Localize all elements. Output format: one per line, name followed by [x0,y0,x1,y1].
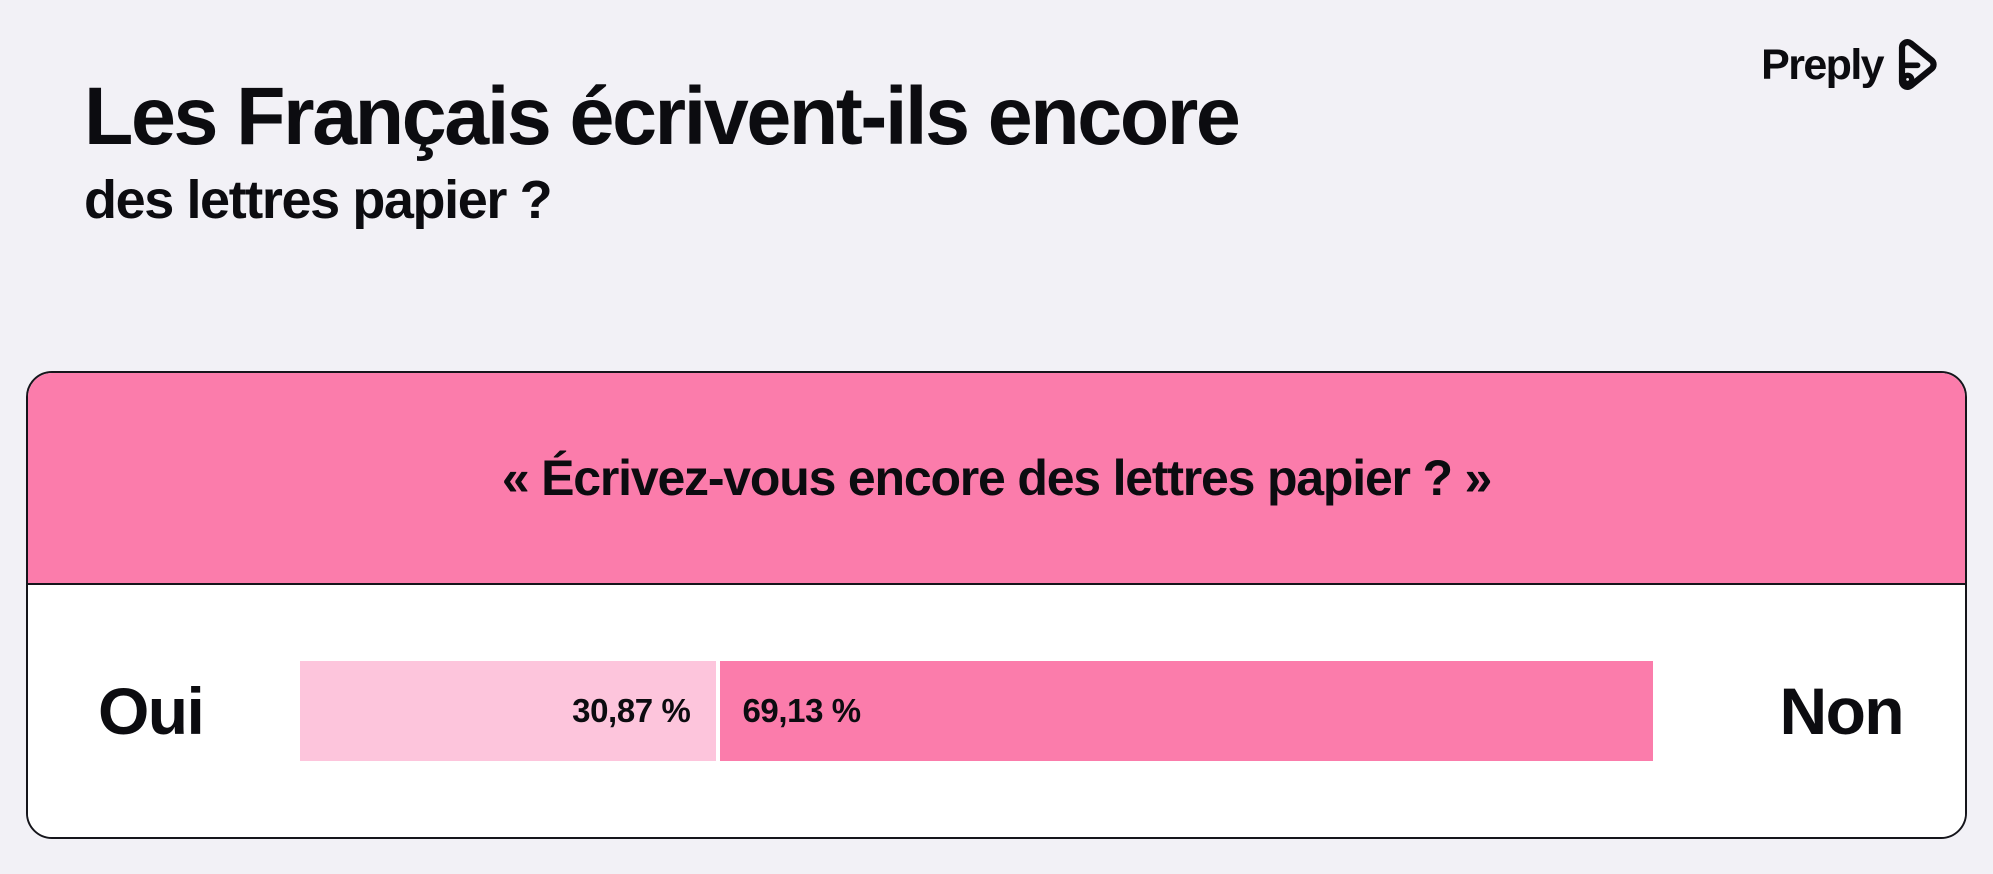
poll-bar-value-no: 69,13 % [742,692,861,729]
poll-bar-chart: 30,87 % 69,13 % [300,661,1653,761]
page-title-line-1: Les Français écrivent-ils encore [84,71,1241,162]
preply-wordmark: Preply [1761,40,1884,89]
header: Les Français écrivent-ils encore des let… [0,0,1993,300]
page-title-line-2: des lettres papier ? [84,169,553,230]
preply-play-mark-icon [1893,39,1939,91]
poll-question-banner: « Écrivez-vous encore des lettres papier… [28,373,1965,585]
poll-option-label-yes: Oui [98,674,205,748]
poll-bar-value-yes: 30,87 % [572,692,691,729]
poll-option-label-no: Non [1779,674,1905,748]
preply-logo[interactable]: Preply [1761,38,1939,92]
poll-results: Oui 30,87 % 69,13 % Non [28,585,1965,837]
poll-bar-segment-no: 69,13 % [720,661,1653,761]
poll-bar-segment-yes: 30,87 % [300,661,717,761]
poll-card: « Écrivez-vous encore des lettres papier… [26,371,1967,839]
poll-question-text: « Écrivez-vous encore des lettres papier… [501,450,1493,506]
page-title: Les Français écrivent-ils encore des let… [84,71,1644,230]
